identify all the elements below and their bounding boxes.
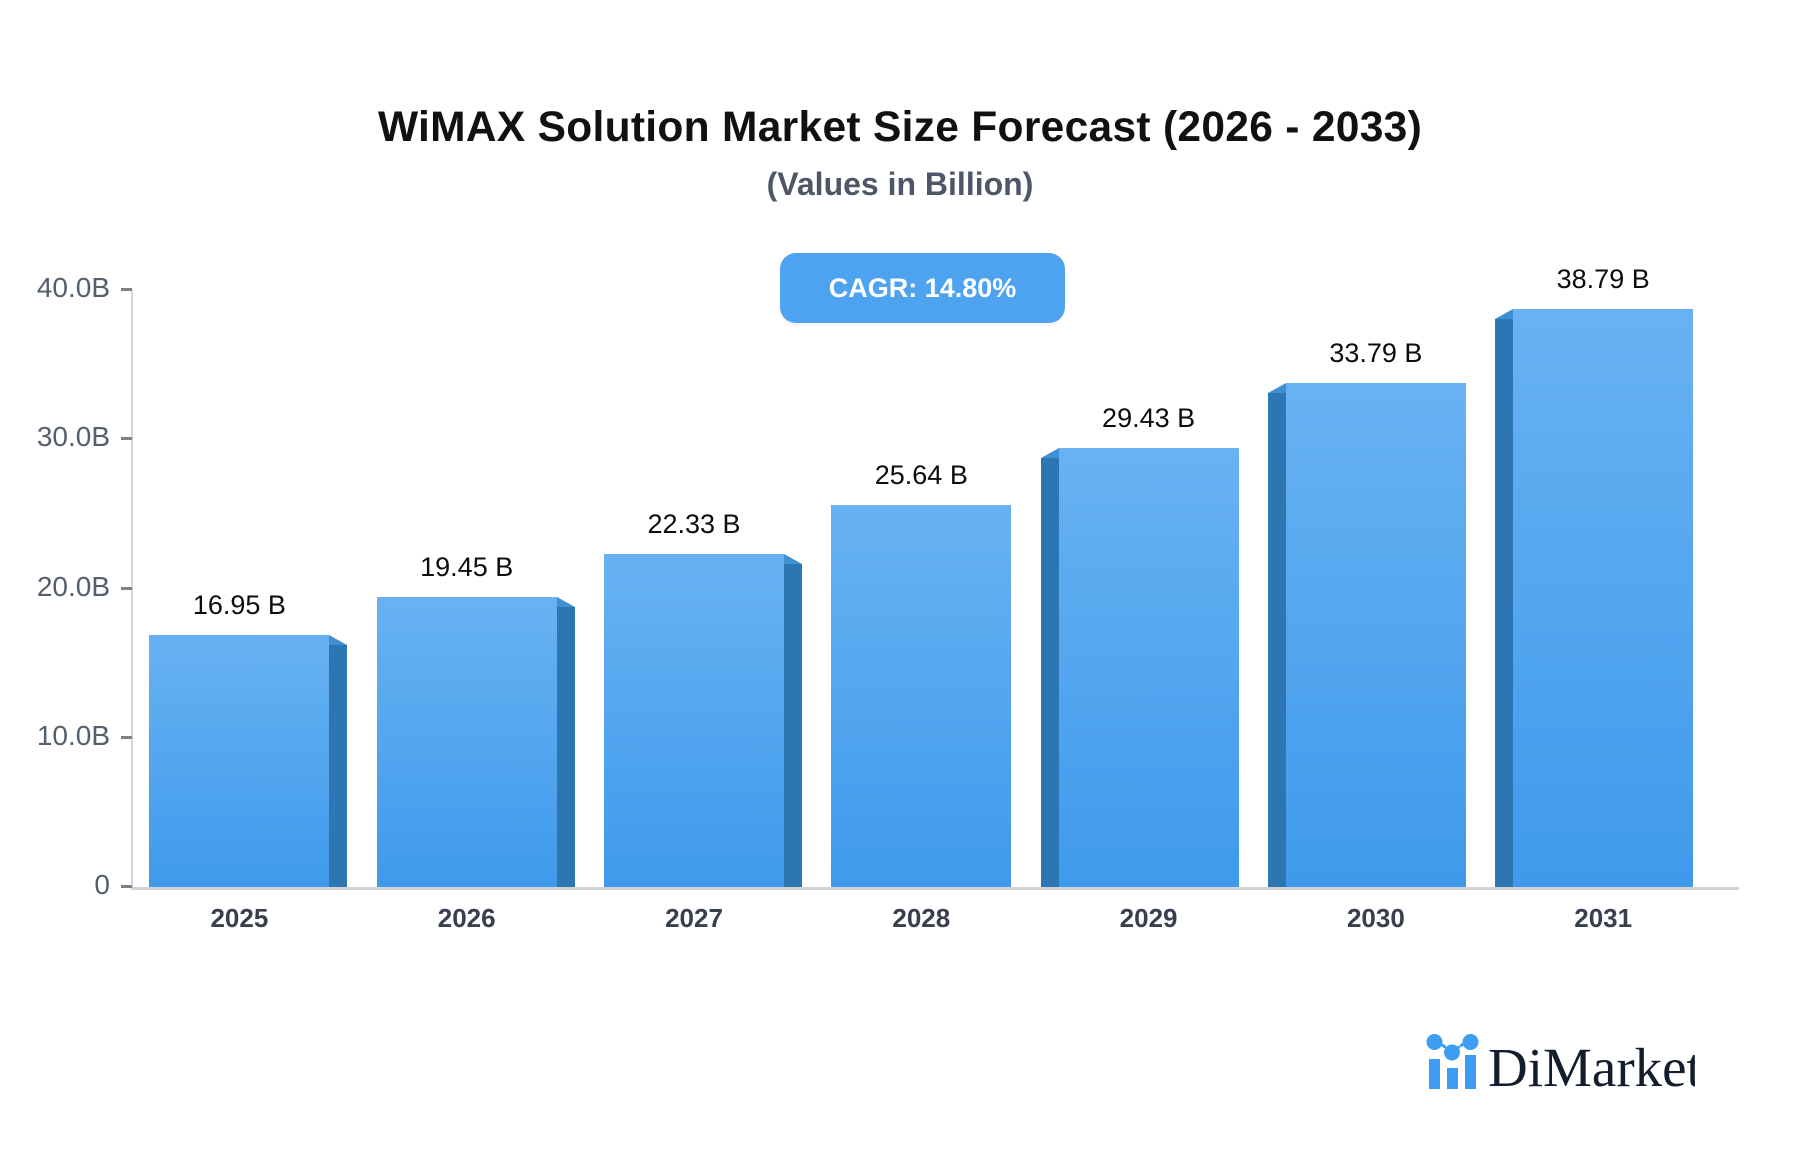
svg-text:DiMarket: DiMarket <box>1488 1037 1695 1096</box>
